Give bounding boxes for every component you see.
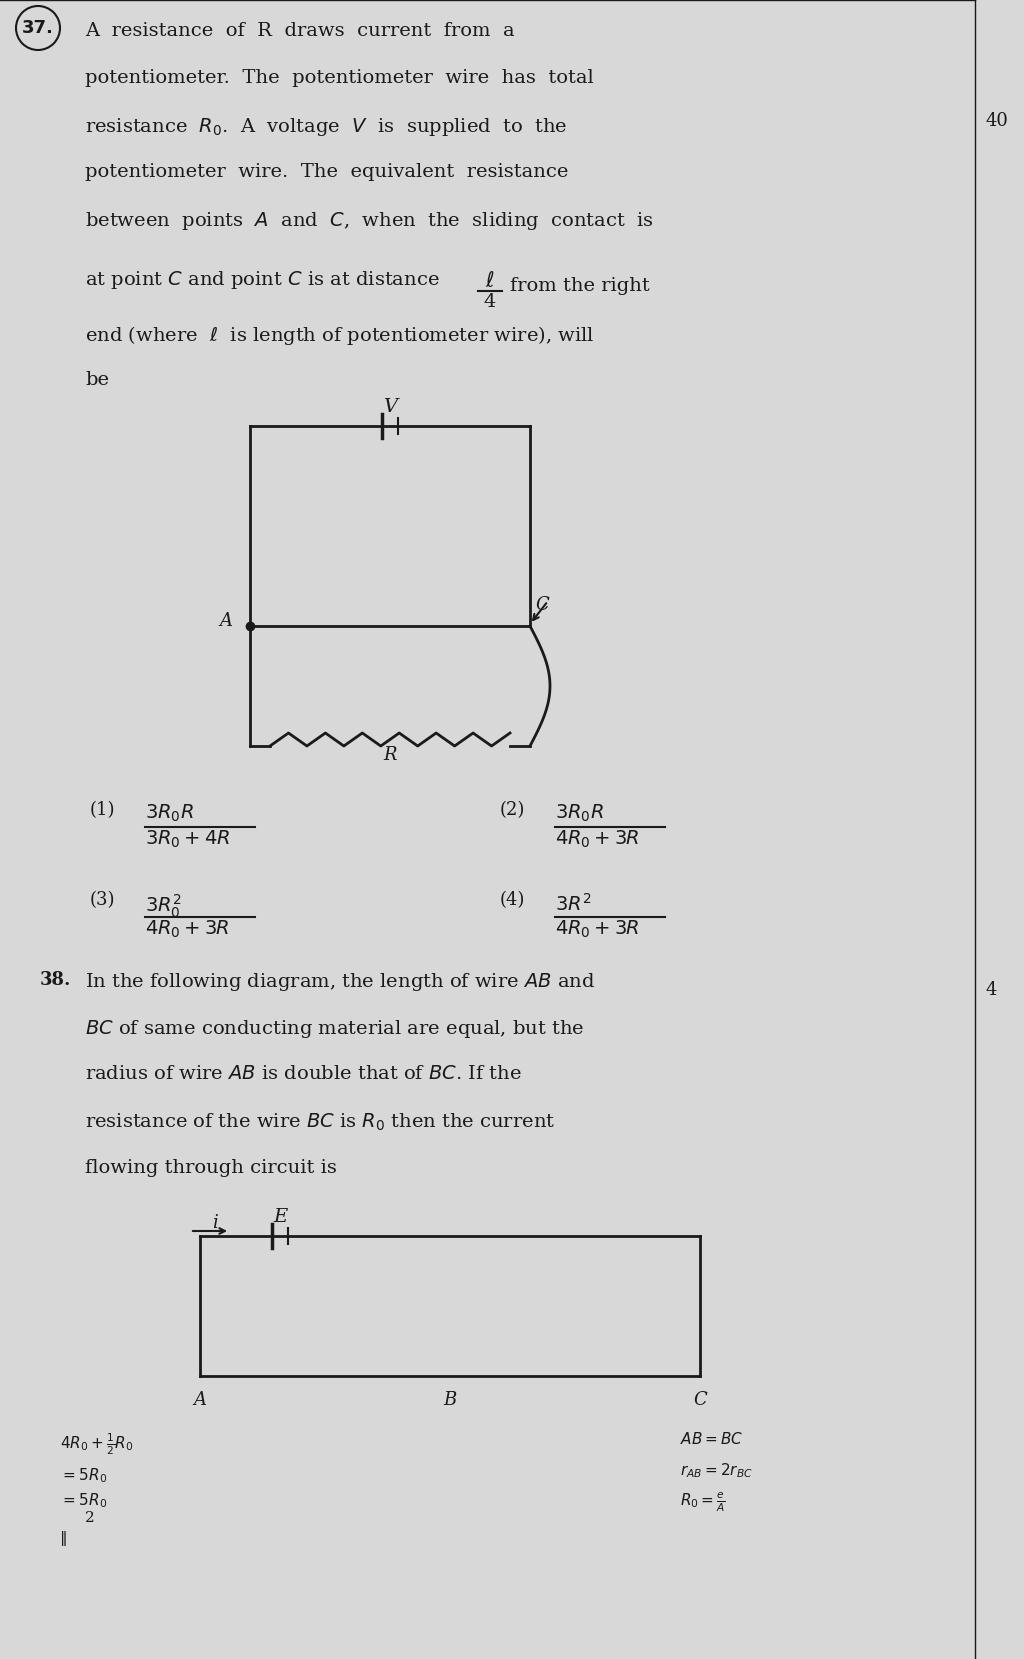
Text: A: A — [219, 612, 232, 630]
Text: V: V — [383, 398, 397, 416]
Text: $\ell$: $\ell$ — [485, 270, 495, 290]
Text: $4R_0 + \frac{1}{2}R_0$: $4R_0 + \frac{1}{2}R_0$ — [60, 1432, 134, 1457]
Text: $BC$ of same conducting material are equal, but the: $BC$ of same conducting material are equ… — [85, 1019, 585, 1040]
Text: $= 5R_0$: $= 5R_0$ — [60, 1491, 108, 1510]
Text: between  points  $A$  and  $C$,  when  the  sliding  contact  is: between points $A$ and $C$, when the sli… — [85, 211, 653, 232]
Text: flowing through circuit is: flowing through circuit is — [85, 1160, 337, 1176]
Text: $4R_0 + 3R$: $4R_0 + 3R$ — [145, 919, 229, 941]
Text: 4: 4 — [483, 294, 497, 310]
Text: C: C — [693, 1390, 707, 1408]
Text: be: be — [85, 372, 109, 388]
Text: end (where  $\ell$  is length of potentiometer wire), will: end (where $\ell$ is length of potentiom… — [85, 324, 594, 347]
Text: $3R_0 + 4R$: $3R_0 + 4R$ — [145, 830, 230, 851]
Text: $4R_0 + 3R$: $4R_0 + 3R$ — [555, 919, 639, 941]
Text: $r_{AB} = 2r_{BC}$: $r_{AB} = 2r_{BC}$ — [680, 1462, 753, 1480]
Text: radius of wire $AB$ is double that of $BC$. If the: radius of wire $AB$ is double that of $B… — [85, 1065, 522, 1083]
Text: (1): (1) — [90, 801, 116, 820]
Text: i: i — [212, 1214, 218, 1233]
Text: B: B — [443, 1390, 457, 1408]
Text: potentiometer.  The  potentiometer  wire  has  total: potentiometer. The potentiometer wire ha… — [85, 70, 594, 86]
Text: resistance  $R_0$.  A  voltage  $V$  is  supplied  to  the: resistance $R_0$. A voltage $V$ is suppl… — [85, 116, 567, 138]
Text: $3R_0^2$: $3R_0^2$ — [145, 893, 181, 921]
Text: 37.: 37. — [23, 18, 54, 36]
Text: at point $C$ and point $C$ is at distance: at point $C$ and point $C$ is at distanc… — [85, 269, 439, 290]
Text: R: R — [383, 747, 396, 765]
Text: ‖: ‖ — [60, 1531, 68, 1546]
Text: (4): (4) — [500, 891, 525, 909]
Text: 38.: 38. — [40, 971, 72, 989]
Text: E: E — [272, 1208, 287, 1226]
Text: In the following diagram, the length of wire $AB$ and: In the following diagram, the length of … — [85, 971, 595, 994]
Text: potentiometer  wire.  The  equivalent  resistance: potentiometer wire. The equivalent resis… — [85, 163, 568, 181]
Text: (3): (3) — [90, 891, 116, 909]
Text: $3R_0R$: $3R_0R$ — [145, 803, 194, 825]
Text: from the right: from the right — [510, 277, 650, 295]
Text: 2: 2 — [85, 1511, 95, 1525]
Text: A: A — [194, 1390, 207, 1408]
Text: $4R_0 + 3R$: $4R_0 + 3R$ — [555, 830, 639, 851]
Text: $R_0 = \frac{e}{A}$: $R_0 = \frac{e}{A}$ — [680, 1491, 726, 1515]
Text: 40: 40 — [985, 113, 1008, 129]
Text: $3R^2$: $3R^2$ — [555, 893, 592, 914]
Text: $3R_0R$: $3R_0R$ — [555, 803, 604, 825]
Text: (2): (2) — [500, 801, 525, 820]
Text: A  resistance  of  R  draws  current  from  a: A resistance of R draws current from a — [85, 22, 515, 40]
Text: resistance of the wire $BC$ is $R_0$ then the current: resistance of the wire $BC$ is $R_0$ the… — [85, 1112, 555, 1133]
Text: $AB = BC$: $AB = BC$ — [680, 1432, 743, 1447]
Text: C: C — [535, 596, 549, 614]
Text: 4: 4 — [985, 980, 996, 999]
Text: $= 5R_0$: $= 5R_0$ — [60, 1467, 108, 1485]
